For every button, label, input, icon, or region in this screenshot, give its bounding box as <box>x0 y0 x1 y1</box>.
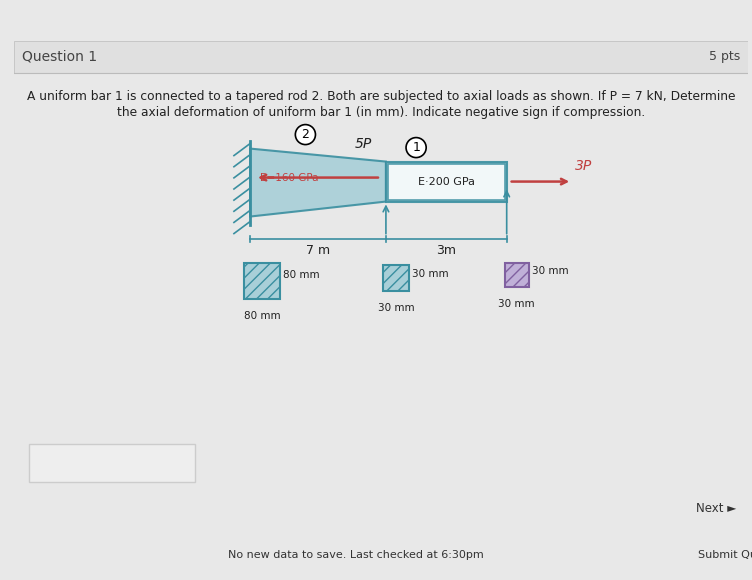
Text: 3m: 3m <box>436 244 456 257</box>
Bar <box>14 41 748 72</box>
Text: 2: 2 <box>302 128 309 141</box>
Text: 80 mm: 80 mm <box>284 270 320 280</box>
Text: the axial deformation of uniform bar 1 (in mm). Indicate negative sign if compre: the axial deformation of uniform bar 1 (… <box>117 106 645 119</box>
Text: 80 mm: 80 mm <box>244 310 280 321</box>
Text: 30 mm: 30 mm <box>378 303 414 313</box>
Text: E·200 GPa: E·200 GPa <box>418 176 475 187</box>
Text: 5 pts: 5 pts <box>709 50 740 63</box>
Text: 30 mm: 30 mm <box>412 269 449 278</box>
Text: 30 mm: 30 mm <box>532 266 569 276</box>
Text: No new data to save. Last checked at 6:30pm: No new data to save. Last checked at 6:3… <box>228 550 484 560</box>
Polygon shape <box>250 148 386 216</box>
Text: 7 m: 7 m <box>306 244 330 257</box>
Text: A uniform bar 1 is connected to a tapered rod 2. Both are subjected to axial loa: A uniform bar 1 is connected to a tapere… <box>26 90 735 103</box>
Circle shape <box>406 137 426 158</box>
Text: Next ►: Next ► <box>696 502 736 515</box>
Text: Submit Qu: Submit Qu <box>698 550 752 560</box>
Circle shape <box>296 125 316 144</box>
Text: 1: 1 <box>412 141 420 154</box>
Text: Question 1: Question 1 <box>22 50 97 64</box>
Text: 5P: 5P <box>355 136 372 151</box>
Bar <box>505 263 529 287</box>
Bar <box>29 444 195 481</box>
Bar <box>244 263 280 299</box>
Bar <box>386 162 507 202</box>
Text: 3P: 3P <box>575 158 593 173</box>
Bar <box>383 264 409 291</box>
Text: 30 mm: 30 mm <box>499 299 535 309</box>
Bar <box>388 164 505 200</box>
Text: E=160 GPa: E=160 GPa <box>260 173 319 183</box>
